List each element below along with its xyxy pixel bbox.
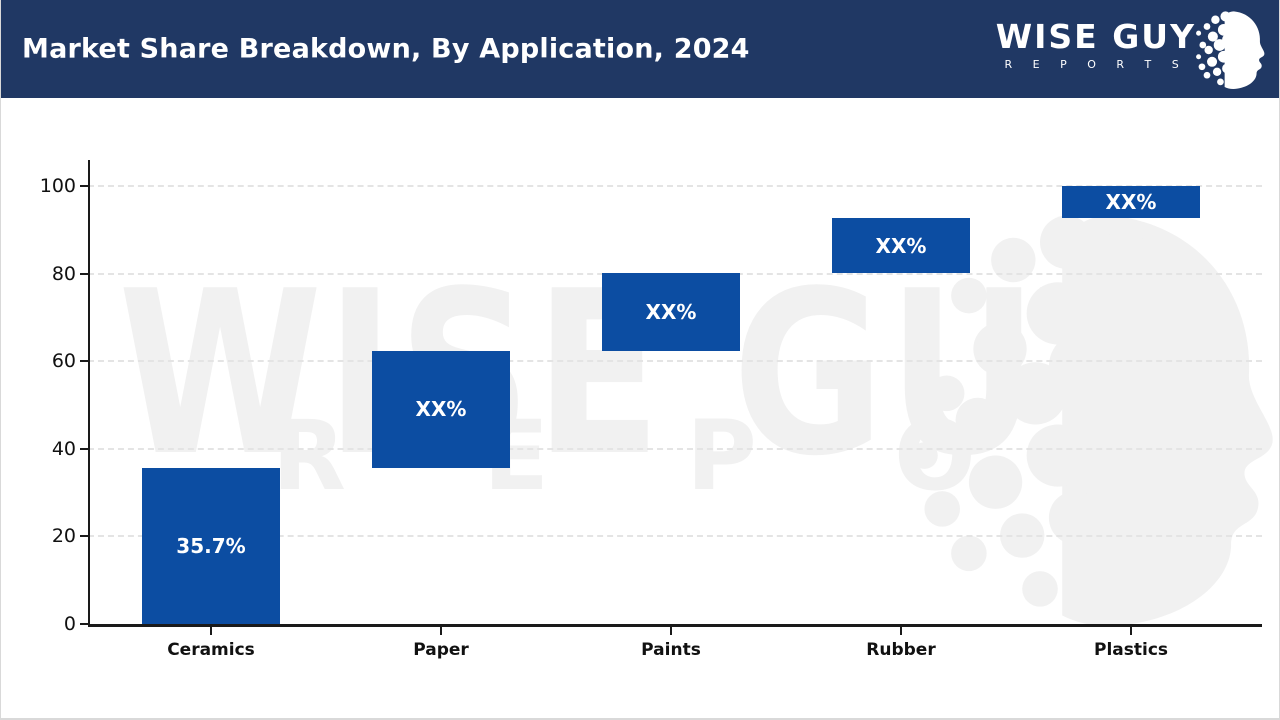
bar-ceramics: 35.7% [142,467,280,624]
y-tick-60 [80,360,88,363]
x-tick-paper [440,627,442,635]
y-tick-label-80: 80 [51,262,76,285]
logo-wordmark: WISE GUY [995,17,1196,56]
category-label-ceramics: Ceramics [167,640,255,660]
y-tick-label-20: 20 [51,525,76,548]
category-label-plastics: Plastics [1093,640,1169,660]
bar-rubber: XX% [832,218,970,274]
x-tick-paints [670,627,672,635]
y-tick-40 [80,447,88,450]
bar-value-label-paper: XX% [415,397,467,422]
logo-subtitle: R E P O R T S [1004,58,1188,71]
gridline-40 [88,447,1262,450]
bar-paints: XX% [602,273,740,352]
category-label-paper: Paper [413,640,469,660]
x-tick-ceramics [210,627,212,635]
y-tick-0 [80,623,88,625]
page-title: Market Share Breakdown, By Application, … [22,33,750,65]
y-tick-80 [80,272,88,275]
bar-plastics: XX% [1062,186,1200,219]
y-tick-label-100: 100 [39,175,76,197]
y-tick-label-0: 0 [63,613,76,635]
header-bar: Market Share Breakdown, By Application, … [0,0,1280,98]
bar-value-label-ceramics: 35.7% [176,533,246,558]
gridline-100 [88,185,1262,187]
wiseguy-logo: WISE GUY R E P O R T S [996,6,1270,92]
bar-value-label-rubber: XX% [875,233,927,258]
bar-paper: XX% [372,351,510,468]
category-label-rubber: Rubber [866,640,936,660]
y-tick-label-60: 60 [51,350,76,373]
y-tick-100 [80,185,88,187]
y-axis-line [88,160,90,627]
bar-value-label-paints: XX% [645,300,697,325]
x-tick-plastics [1130,627,1132,635]
category-label-paints: Paints [641,640,701,660]
x-tick-rubber [900,627,902,635]
y-tick-20 [80,535,88,538]
gridline-20 [88,535,1262,538]
y-tick-label-40: 40 [51,437,76,460]
gridline-60 [88,360,1262,363]
x-axis-line [88,624,1262,627]
wiseguy-logo-text: WISE GUY R E P O R T S [996,20,1196,71]
bar-value-label-plastics: XX% [1105,190,1157,215]
wiseguy-head-icon [1188,8,1268,92]
